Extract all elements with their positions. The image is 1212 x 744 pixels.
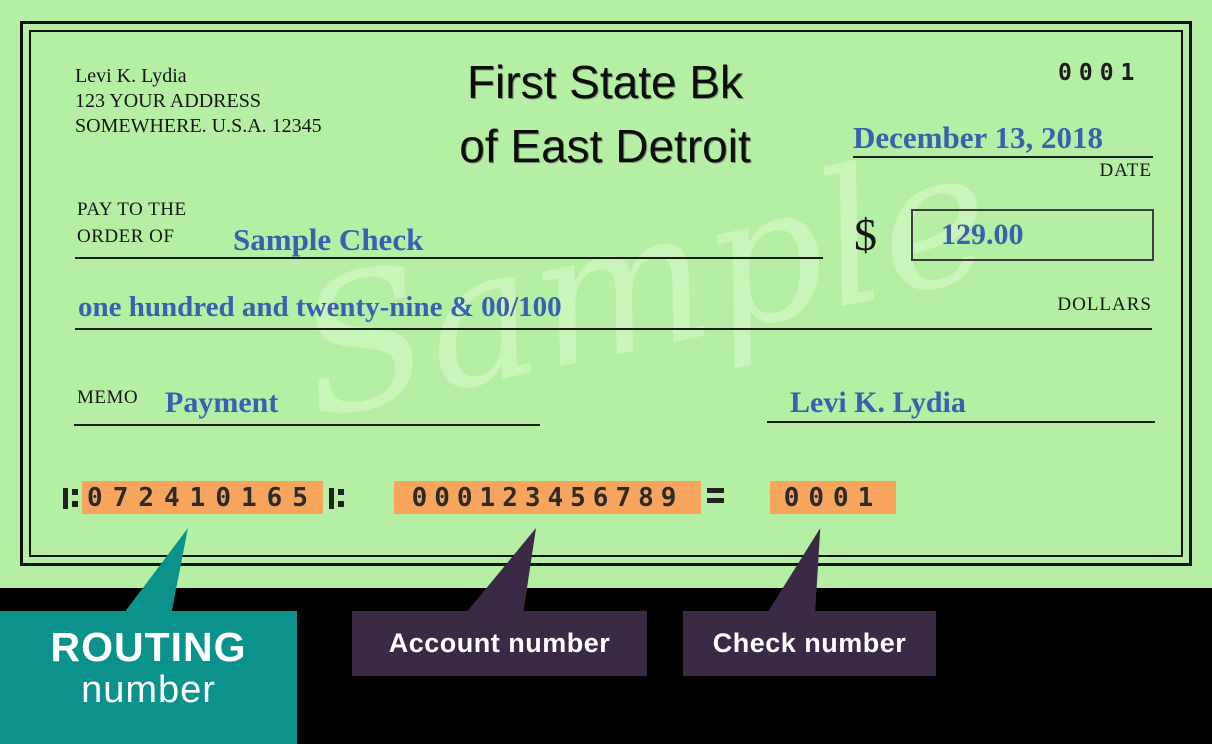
payer-name: Levi K. Lydia (75, 65, 187, 87)
check-paper: Sample Levi K. Lydia 123 YOUR ADDRESS SO… (0, 0, 1212, 588)
account-callout-label: Account number (388, 628, 611, 658)
signature-value: Levi K. Lydia (790, 386, 966, 419)
memo-value: Payment (165, 386, 279, 419)
check-callout-label: Check number (712, 628, 907, 658)
bank-name-line2: of East Detroit (459, 120, 751, 172)
check-inner-border (29, 30, 1183, 557)
memo-line (74, 424, 540, 426)
micr-transit-dots (72, 489, 78, 507)
routing-number-highlight: 072410165 (82, 481, 323, 514)
date-line (853, 156, 1153, 158)
account-number-highlight: 000123456789 (394, 481, 701, 514)
micr-transit-icon (63, 487, 78, 509)
payer-address-line2: SOMEWHERE. U.S.A. 12345 (75, 115, 322, 137)
payee-line (75, 257, 823, 259)
check-number-callout: Check number (683, 611, 936, 676)
check-number-highlight: 0001 (770, 481, 896, 514)
routing-number-callout: ROUTING number (0, 611, 297, 744)
routing-callout-line1: ROUTING (50, 624, 247, 670)
written-amount: one hundred and twenty-nine & 00/100 (78, 291, 562, 323)
pay-to-label-line1: PAY TO THE (77, 199, 187, 220)
check-number-top: 0001 (1058, 60, 1142, 86)
amount-box (911, 209, 1154, 261)
micr-transit-icon (329, 487, 344, 509)
payee-value: Sample Check (233, 222, 424, 257)
account-number: 000123456789 (411, 482, 684, 513)
dollar-sign: $ (854, 209, 877, 260)
pay-to-label: PAY TO THE ORDER OF (77, 196, 187, 250)
micr-transit-bar (63, 487, 68, 509)
dollars-label: DOLLARS (1057, 294, 1152, 315)
written-amount-line (75, 328, 1152, 330)
memo-label: MEMO (77, 387, 139, 408)
account-number-callout: Account number (352, 611, 647, 676)
bank-name: First State Bk of East Detroit (385, 50, 825, 178)
routing-callout-line2: number (81, 669, 216, 711)
micr-transit-dots (338, 489, 344, 507)
micr-transit-bar (329, 487, 334, 509)
date-value: December 13, 2018 (853, 120, 1103, 155)
payer-address-line1: 123 YOUR ADDRESS (75, 90, 261, 112)
micr-on-us-icon (707, 488, 724, 503)
check-outer-border (20, 21, 1192, 566)
payer-address-block: Levi K. Lydia 123 YOUR ADDRESS SOMEWHERE… (75, 64, 322, 139)
bank-name-line1: First State Bk (466, 56, 744, 108)
routing-number: 072410165 (87, 482, 318, 513)
signature-line (767, 421, 1155, 423)
pay-to-label-line2: ORDER OF (77, 226, 175, 247)
check-number-micr: 0001 (783, 482, 883, 513)
amount-value: 129.00 (941, 218, 1024, 251)
date-label: DATE (1099, 160, 1152, 181)
